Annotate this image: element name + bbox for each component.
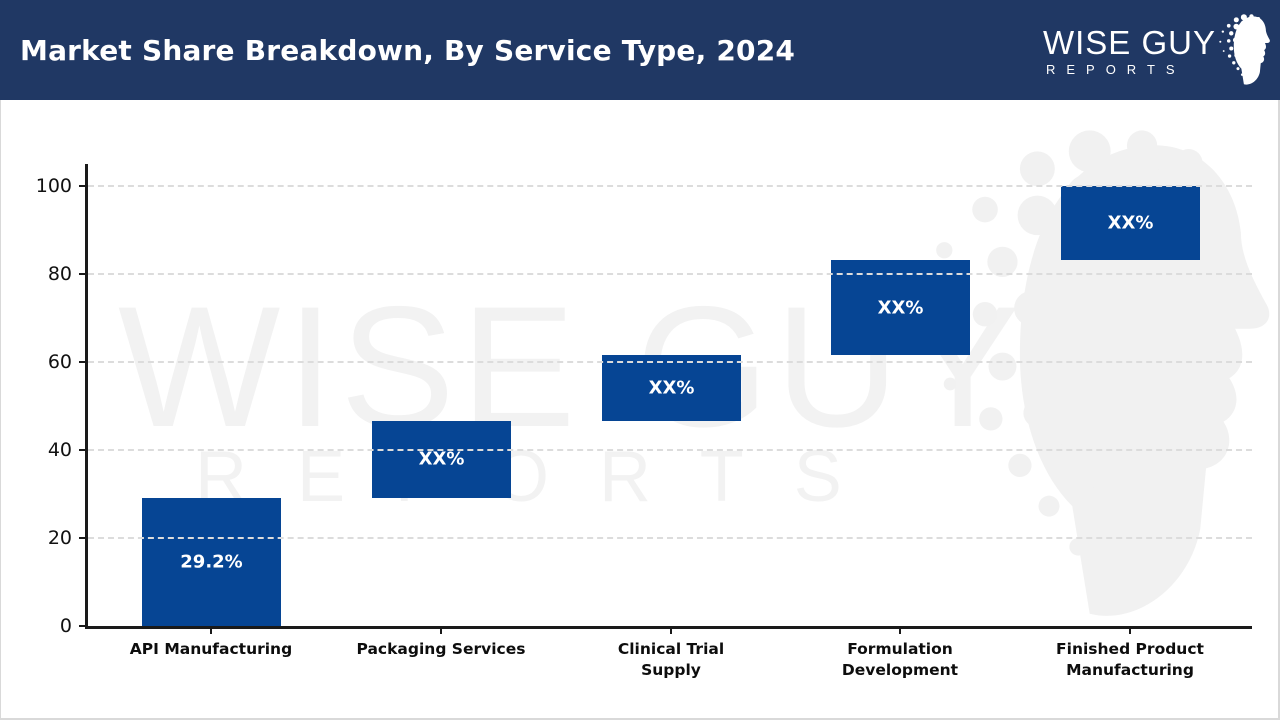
bar-segment xyxy=(142,497,281,626)
edge-left xyxy=(0,100,1,720)
y-tick-label: 0 xyxy=(59,615,72,637)
bar-value-label: XX% xyxy=(418,448,465,470)
x-category-label: Finished Product Manufacturing xyxy=(1056,640,1204,679)
y-tick xyxy=(79,537,88,539)
y-tick-label: 40 xyxy=(47,439,72,461)
y-tick xyxy=(79,449,88,451)
gridline-100 xyxy=(88,185,1252,187)
bar-segment xyxy=(602,355,741,421)
gridline-80 xyxy=(88,273,1252,275)
x-tick xyxy=(1129,626,1131,634)
bar-value-label: XX% xyxy=(877,297,924,319)
brand-wordmark: WISE GUY REPORTS xyxy=(1042,23,1216,77)
edge-bottom xyxy=(0,718,1280,720)
brand-subname: REPORTS xyxy=(1045,61,1186,77)
gridline-60 xyxy=(88,361,1252,363)
y-tick-label: 20 xyxy=(47,527,72,549)
x-tick xyxy=(440,626,442,634)
header-bar: Market Share Breakdown, By Service Type,… xyxy=(0,0,1280,100)
x-category-label: API Manufacturing xyxy=(129,640,293,658)
gridline-40 xyxy=(88,449,1252,451)
bar-value-label: 29.2% xyxy=(180,551,243,573)
brand-logo: WISE GUY REPORTS xyxy=(1043,8,1270,94)
x-tick xyxy=(899,626,901,634)
y-tick xyxy=(79,361,88,363)
x-category-label: Packaging Services xyxy=(356,640,526,658)
watermark-face-icon xyxy=(919,130,1270,616)
brand-name: WISE GUY xyxy=(1042,23,1216,61)
y-tick-label: 80 xyxy=(47,263,72,285)
bar-value-label: XX% xyxy=(648,377,695,399)
y-tick-label: 100 xyxy=(35,175,72,197)
bar-segment xyxy=(1061,186,1200,260)
y-tick-label: 60 xyxy=(47,351,72,373)
bar-value-label: XX% xyxy=(1107,212,1154,234)
x-category-label: Formulation Development xyxy=(841,640,959,679)
y-tick xyxy=(79,273,88,275)
x-axis-line xyxy=(85,626,1252,629)
y-axis-line xyxy=(85,164,88,629)
x-category-label: Clinical Trial Supply xyxy=(617,640,725,679)
x-tick xyxy=(670,626,672,634)
bar-segment xyxy=(831,259,970,356)
y-tick xyxy=(79,625,88,627)
edge-right xyxy=(1278,100,1280,720)
bar-segment xyxy=(372,420,511,498)
y-tick xyxy=(79,185,88,187)
gridline-20 xyxy=(88,537,1252,539)
chart-title: Market Share Breakdown, By Service Type,… xyxy=(20,33,796,67)
x-tick xyxy=(210,626,212,634)
brand-face-icon xyxy=(1219,14,1270,85)
